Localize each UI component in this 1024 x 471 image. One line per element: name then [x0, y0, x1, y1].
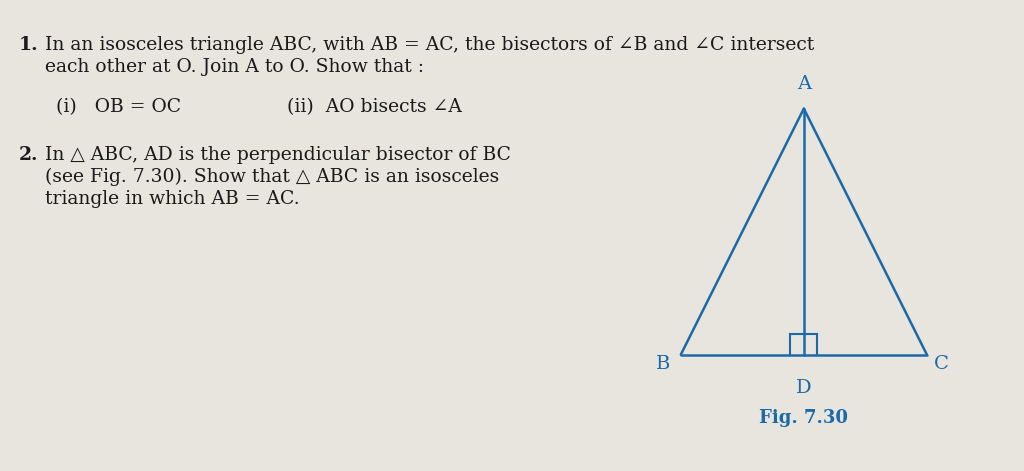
Text: B: B — [656, 356, 671, 374]
Text: (i)   OB = OC: (i) OB = OC — [56, 98, 181, 116]
Text: 2.: 2. — [18, 146, 38, 164]
Text: C: C — [934, 356, 949, 374]
Text: each other at O. Join A to O. Show that :: each other at O. Join A to O. Show that … — [45, 58, 424, 76]
Text: D: D — [796, 379, 812, 397]
Text: Fig. 7.30: Fig. 7.30 — [760, 409, 848, 427]
Text: 1.: 1. — [18, 36, 38, 54]
Text: (ii)  AO bisects ∠A: (ii) AO bisects ∠A — [287, 98, 462, 116]
Text: (see Fig. 7.30). Show that △ ABC is an isosceles: (see Fig. 7.30). Show that △ ABC is an i… — [45, 168, 500, 186]
Text: A: A — [797, 74, 811, 93]
Text: In △ ABC, AD is the perpendicular bisector of BC: In △ ABC, AD is the perpendicular bisect… — [45, 146, 511, 164]
Text: In an isosceles triangle ABC, with AB = AC, the bisectors of ∠B and ∠C intersect: In an isosceles triangle ABC, with AB = … — [45, 36, 814, 54]
Text: triangle in which AB = AC.: triangle in which AB = AC. — [45, 190, 300, 208]
